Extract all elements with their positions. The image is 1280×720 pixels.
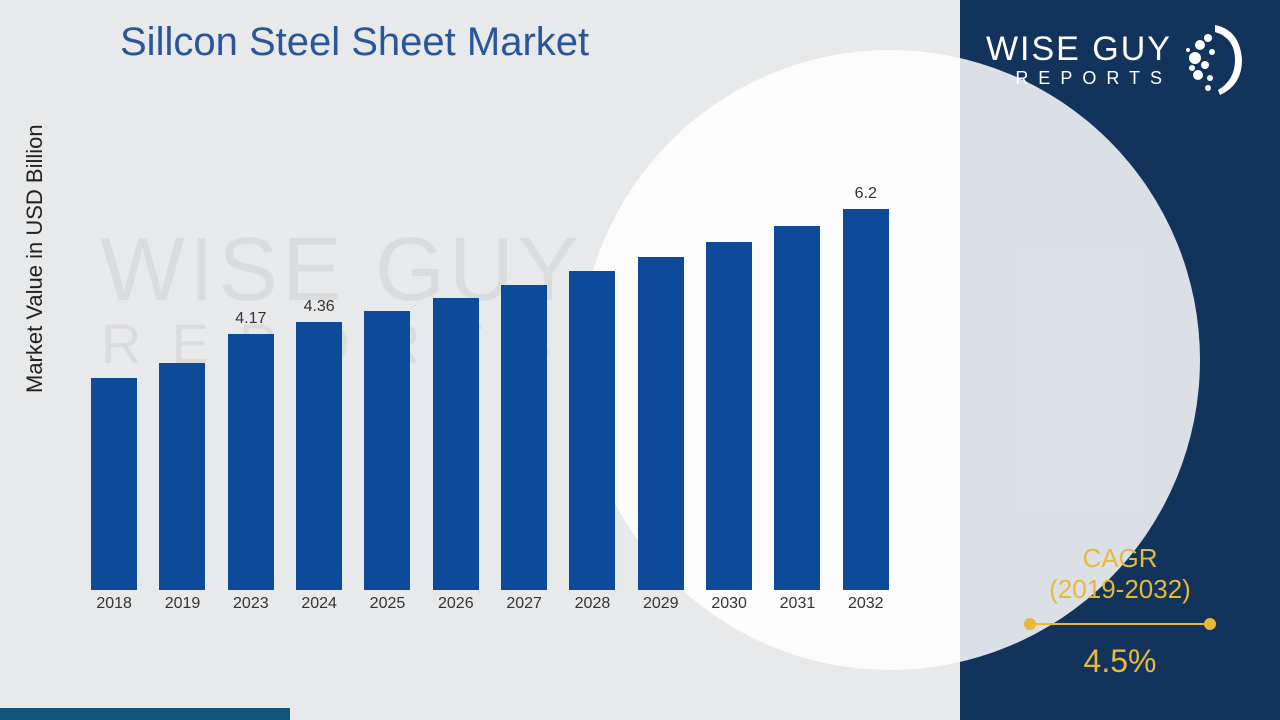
x-axis-labels: 2018201920232024202520262027202820292030… bbox=[80, 595, 900, 613]
bar-group bbox=[353, 287, 421, 591]
bar bbox=[91, 378, 137, 590]
head-icon bbox=[1180, 20, 1250, 100]
cagr-block: CAGR (2019-2032) 4.5% bbox=[1000, 543, 1240, 680]
bar-group: 4.17 bbox=[217, 310, 285, 590]
bar bbox=[706, 242, 752, 590]
logo-main-text: WISE GUY bbox=[986, 32, 1172, 66]
chart-title: Sillcon Steel Sheet Market bbox=[120, 20, 589, 65]
cagr-value: 4.5% bbox=[1000, 643, 1240, 680]
x-tick-label: 2028 bbox=[558, 595, 626, 613]
x-tick-label: 2027 bbox=[490, 595, 558, 613]
bar bbox=[774, 226, 820, 590]
bar-chart: 4.17 4.36 6.2 bbox=[80, 160, 900, 590]
bar-group bbox=[558, 247, 626, 590]
cagr-title: CAGR bbox=[1000, 543, 1240, 574]
bar-value-label: 6.2 bbox=[855, 185, 877, 205]
bar bbox=[228, 334, 274, 590]
x-tick-label: 2025 bbox=[353, 595, 421, 613]
bar-value-label: 4.17 bbox=[235, 310, 266, 330]
bar-group bbox=[80, 354, 148, 590]
x-tick-label: 2026 bbox=[422, 595, 490, 613]
bar-group bbox=[763, 202, 831, 590]
x-tick-label: 2023 bbox=[217, 595, 285, 613]
cagr-period: (2019-2032) bbox=[1000, 574, 1240, 605]
bar bbox=[159, 363, 205, 590]
logo-sub-text: REPORTS bbox=[986, 68, 1172, 89]
bottom-accent-bar bbox=[0, 708, 290, 720]
bar bbox=[501, 285, 547, 590]
bar-group bbox=[148, 339, 216, 590]
bar-group bbox=[627, 233, 695, 590]
bar bbox=[843, 209, 889, 590]
bar-group bbox=[422, 274, 490, 590]
x-tick-label: 2024 bbox=[285, 595, 353, 613]
bar bbox=[296, 322, 342, 590]
bar bbox=[364, 311, 410, 591]
bar bbox=[569, 271, 615, 590]
bar bbox=[638, 257, 684, 590]
bar-group bbox=[490, 261, 558, 590]
brand-logo: WISE GUY REPORTS bbox=[986, 20, 1250, 100]
x-tick-label: 2032 bbox=[832, 595, 900, 613]
bar-group: 4.36 bbox=[285, 298, 353, 590]
y-axis-label: Market Value in USD Billion bbox=[22, 124, 48, 393]
x-tick-label: 2030 bbox=[695, 595, 763, 613]
x-tick-label: 2031 bbox=[763, 595, 831, 613]
bar-value-label: 4.36 bbox=[304, 298, 335, 318]
bar-group: 6.2 bbox=[832, 185, 900, 590]
x-tick-label: 2018 bbox=[80, 595, 148, 613]
bar bbox=[433, 298, 479, 590]
cagr-divider bbox=[1030, 623, 1210, 625]
x-tick-label: 2019 bbox=[148, 595, 216, 613]
bar-group bbox=[695, 218, 763, 590]
x-tick-label: 2029 bbox=[627, 595, 695, 613]
